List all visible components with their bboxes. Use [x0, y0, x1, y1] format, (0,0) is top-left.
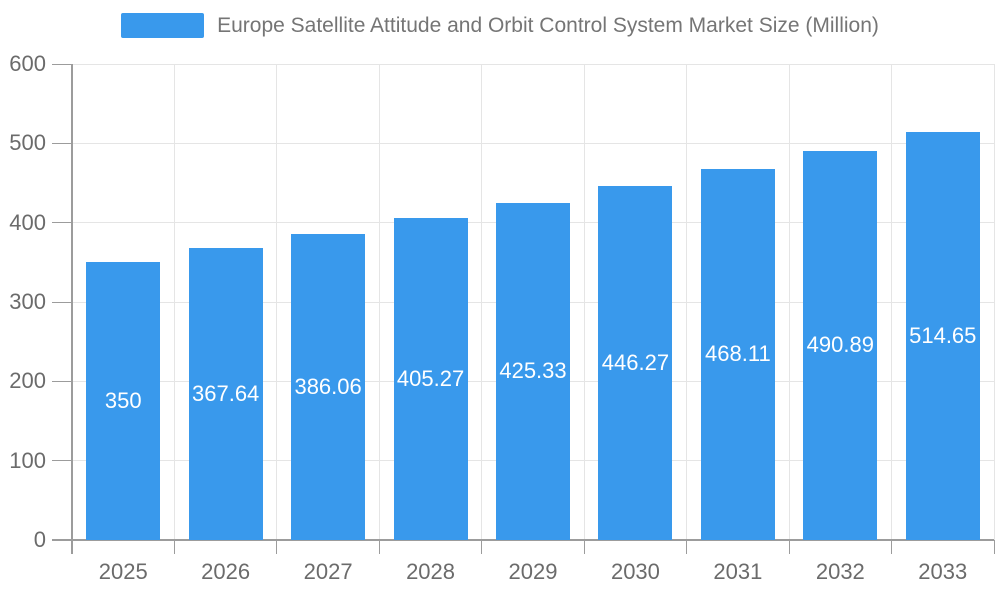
- bar-value-label: 350: [104, 388, 142, 414]
- bar[interactable]: [291, 233, 366, 540]
- x-axis-tick: [583, 540, 585, 554]
- x-axis-tick: [173, 540, 175, 554]
- legend[interactable]: Europe Satellite Attitude and Orbit Cont…: [0, 13, 1000, 38]
- bar[interactable]: [803, 150, 878, 540]
- bar-value-label: 425.33: [499, 358, 567, 384]
- x-axis-tick: [891, 540, 893, 554]
- bar[interactable]: [700, 168, 775, 540]
- gridline-horizontal: [72, 63, 994, 65]
- bar[interactable]: [905, 131, 980, 540]
- gridline-vertical: [891, 64, 893, 540]
- y-tick-label: 600: [9, 51, 46, 76]
- y-axis-line: [71, 64, 73, 554]
- gridline-vertical: [583, 64, 585, 540]
- y-axis-tick: [52, 380, 72, 382]
- gridline-vertical: [993, 64, 995, 540]
- x-tick-label: 2027: [303, 559, 353, 584]
- x-tick-label: 2025: [98, 559, 148, 584]
- bar[interactable]: [86, 262, 161, 540]
- bar-value-label: 446.27: [601, 349, 670, 375]
- bar-value-label: 367.64: [192, 381, 260, 407]
- bar-value-label: 514.65: [909, 322, 977, 348]
- y-axis-tick: [52, 63, 72, 65]
- x-axis-line: [52, 539, 994, 541]
- y-tick-label: 300: [9, 289, 46, 314]
- y-axis-tick: [52, 301, 72, 303]
- y-axis-tick: [52, 142, 72, 144]
- legend-swatch: [121, 13, 205, 38]
- bar-value-label: 490.89: [806, 332, 874, 358]
- x-tick-label: 2026: [201, 559, 251, 584]
- bar[interactable]: [496, 202, 570, 540]
- gridline-vertical: [788, 64, 790, 540]
- y-axis-tick: [52, 460, 72, 462]
- x-tick-label: 2029: [508, 559, 558, 584]
- y-tick-label: 500: [9, 130, 46, 156]
- y-axis-tick: [52, 222, 72, 224]
- bar-value-label: 405.27: [396, 366, 465, 392]
- y-tick-label: 0: [33, 527, 46, 552]
- x-axis-tick: [378, 540, 380, 554]
- y-tick-label: 100: [9, 447, 46, 473]
- gridline-vertical: [173, 64, 175, 540]
- legend-label: Europe Satellite Attitude and Orbit Cont…: [217, 13, 879, 37]
- gridline-vertical: [481, 64, 483, 540]
- x-tick-label: 2031: [713, 559, 763, 584]
- gridline-vertical: [686, 64, 688, 540]
- y-tick-label: 200: [9, 368, 46, 394]
- x-tick-label: 2030: [610, 559, 660, 584]
- x-axis-tick: [788, 540, 790, 554]
- x-tick-label: 2028: [406, 559, 456, 584]
- x-tick-label: 2033: [918, 559, 968, 584]
- x-axis-tick: [686, 540, 688, 554]
- bar[interactable]: [393, 218, 468, 540]
- bar[interactable]: [188, 248, 263, 540]
- x-axis-tick: [481, 540, 483, 554]
- x-axis-tick: [993, 540, 995, 554]
- gridline-horizontal: [72, 142, 994, 144]
- bar-value-label: 386.06: [294, 373, 362, 399]
- y-tick-label: 400: [9, 209, 46, 235]
- x-tick-label: 2032: [815, 559, 865, 584]
- x-axis-tick: [276, 540, 278, 554]
- bar-value-label: 468.11: [705, 341, 771, 367]
- gridline-vertical: [276, 64, 278, 540]
- bar[interactable]: [598, 185, 673, 540]
- gridline-vertical: [378, 64, 380, 540]
